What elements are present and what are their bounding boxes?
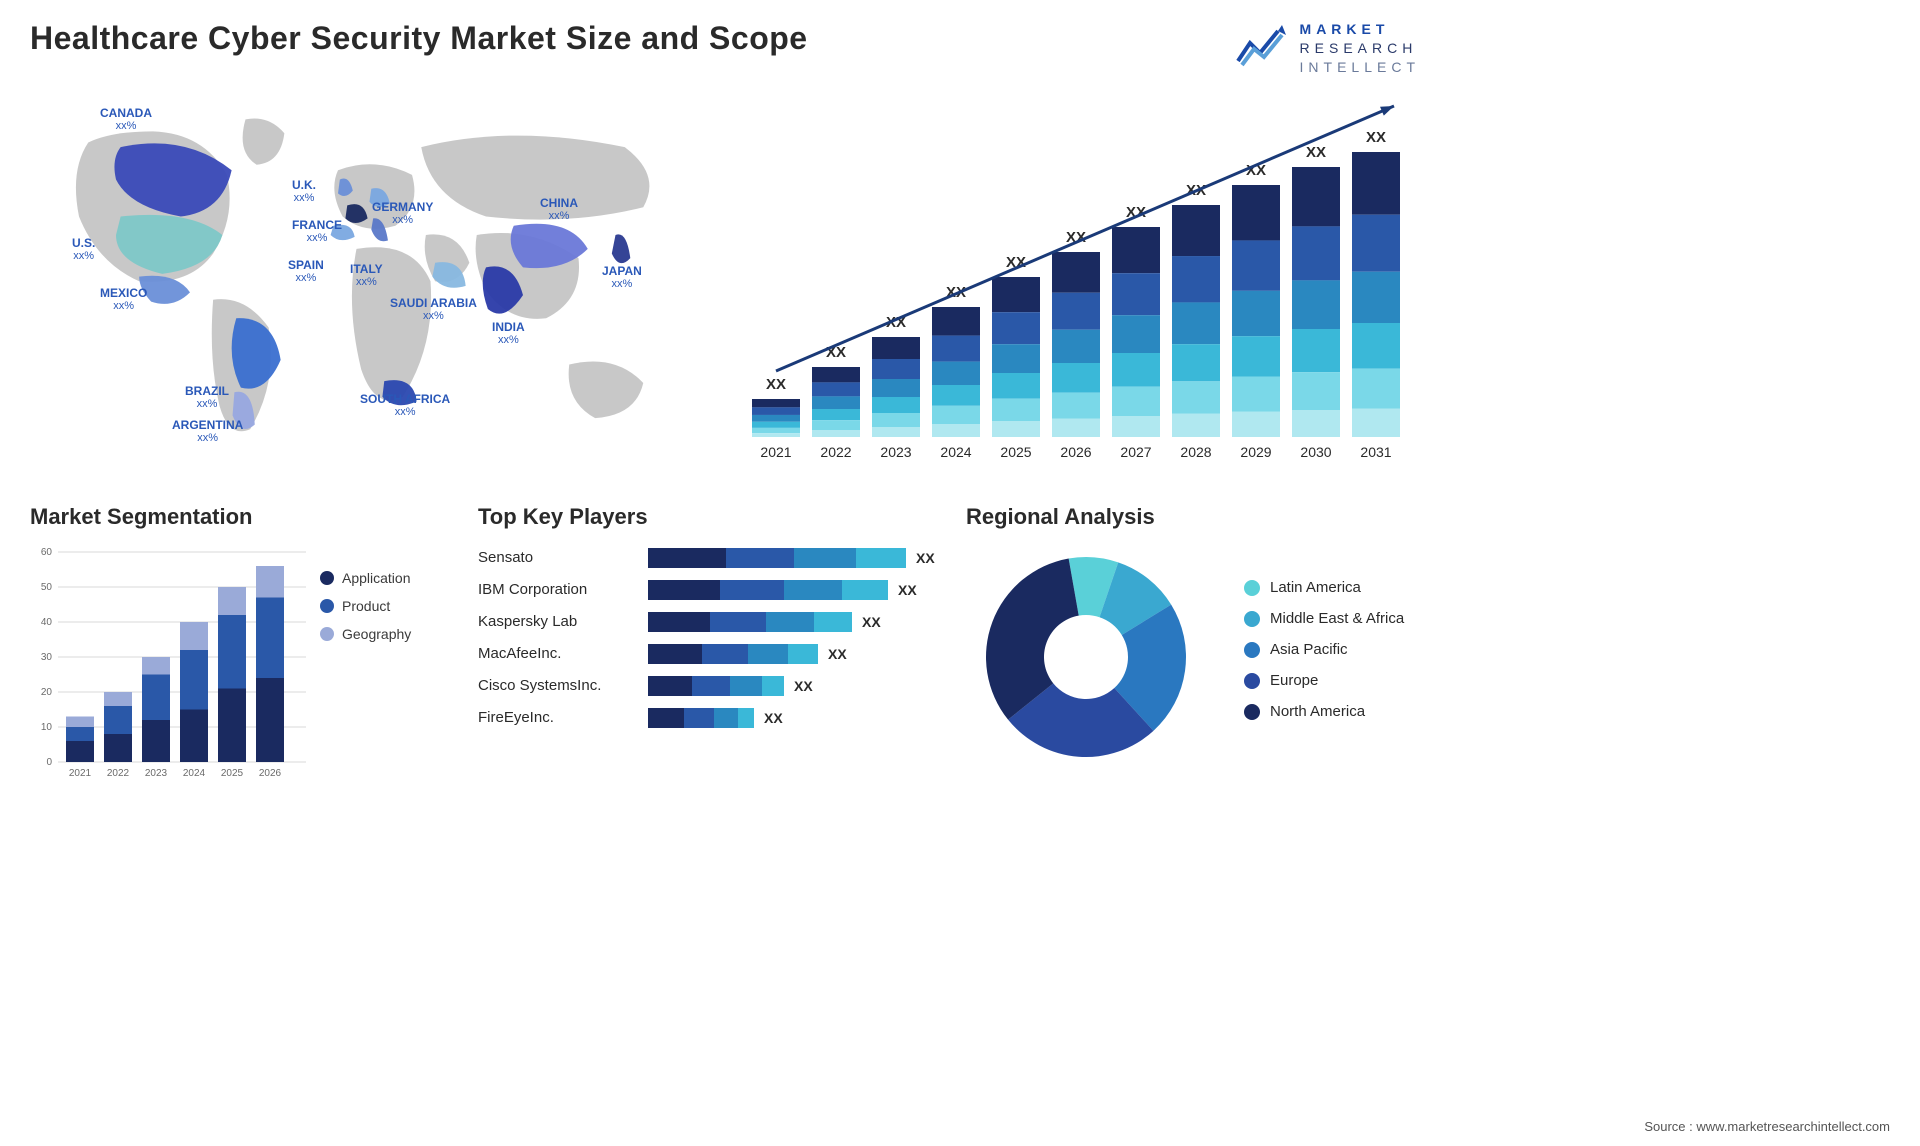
svg-text:60: 60 (41, 547, 53, 558)
svg-text:2024: 2024 (940, 444, 971, 460)
key-player-label: IBM Corporation (478, 574, 638, 606)
svg-text:XX: XX (766, 376, 786, 393)
key-player-bar-row: XX (648, 670, 938, 702)
map-country-label: CANADAxx% (100, 107, 152, 132)
svg-text:2028: 2028 (1180, 444, 1211, 460)
key-players-bars: XXXXXXXXXXXX (648, 542, 938, 734)
map-country-label: ARGENTINAxx% (172, 419, 243, 444)
svg-text:2026: 2026 (259, 768, 282, 779)
svg-text:10: 10 (41, 722, 53, 733)
regional-legend-item: Europe (1244, 672, 1404, 689)
segmentation-title: Market Segmentation (30, 504, 450, 530)
key-player-bar-row: XX (648, 606, 938, 638)
regional-legend-item: Latin America (1244, 579, 1404, 596)
svg-text:2027: 2027 (1120, 444, 1151, 460)
svg-text:XX: XX (1306, 144, 1326, 161)
map-country-label: ITALYxx% (350, 263, 383, 288)
regional-donut-chart (966, 542, 1226, 772)
svg-text:2025: 2025 (1000, 444, 1031, 460)
key-player-label: Sensato (478, 542, 638, 574)
svg-text:30: 30 (41, 652, 53, 663)
regional-legend-item: North America (1244, 703, 1404, 720)
map-country-label: GERMANYxx% (372, 201, 433, 226)
segmentation-panel: Market Segmentation 0 10 20 30 40 50 60 2021 202… (30, 504, 450, 787)
map-country-label: FRANCExx% (292, 219, 342, 244)
logo-mark-icon (1236, 25, 1292, 71)
map-country-label: BRAZILxx% (185, 385, 229, 410)
map-country-label: U.K.xx% (292, 179, 316, 204)
page-title: Healthcare Cyber Security Market Size an… (30, 20, 808, 57)
svg-text:2029: 2029 (1240, 444, 1271, 460)
map-country-label: MEXICOxx% (100, 287, 147, 312)
map-country-label: U.S.xx% (72, 237, 95, 262)
regional-panel: Regional Analysis Latin America Middle Ea… (966, 504, 1420, 787)
svg-text:40: 40 (41, 617, 53, 628)
top-section: CANADAxx% U.S.xx% MEXICOxx% BRAZILxx% ARGENT… (30, 87, 1420, 482)
svg-text:2031: 2031 (1360, 444, 1391, 460)
svg-text:0: 0 (46, 757, 52, 768)
svg-text:2022: 2022 (820, 444, 851, 460)
source-label: Source : www.marketresearchintellect.com (1644, 1119, 1890, 1134)
regional-legend: Latin America Middle East & Africa Asia Pa… (1244, 579, 1404, 734)
map-country-label: SAUDI ARABIAxx% (390, 297, 477, 322)
svg-text:XX: XX (1366, 129, 1386, 146)
segmentation-legend-item: Geography (320, 626, 450, 642)
key-player-bar-row: XX (648, 542, 938, 574)
key-player-label: FireEyeInc. (478, 702, 638, 734)
key-player-label: Kaspersky Lab (478, 606, 638, 638)
segmentation-legend-item: Application (320, 570, 450, 586)
svg-text:2021: 2021 (69, 768, 92, 779)
segmentation-legend: Application Product Geography (320, 542, 450, 654)
svg-text:2024: 2024 (183, 768, 206, 779)
segmentation-bar-chart: 0 10 20 30 40 50 60 2021 2022 2023 2024 2025 2026 (30, 542, 310, 782)
svg-text:2023: 2023 (145, 768, 168, 779)
logo-text: MARKET RESEARCH INTELLECT (1300, 20, 1420, 77)
key-players-panel: Top Key Players SensatoIBM CorporationKa… (478, 504, 938, 787)
svg-text:20: 20 (41, 687, 53, 698)
header-row: Healthcare Cyber Security Market Size an… (30, 20, 1420, 77)
svg-text:2026: 2026 (1060, 444, 1091, 460)
key-players-labels: SensatoIBM CorporationKaspersky LabMacAf… (478, 542, 638, 734)
regional-legend-item: Middle East & Africa (1244, 610, 1404, 627)
segmentation-legend-item: Product (320, 598, 450, 614)
svg-text:2021: 2021 (760, 444, 791, 460)
map-country-label: INDIAxx% (492, 321, 525, 346)
svg-text:2023: 2023 (880, 444, 911, 460)
svg-text:2022: 2022 (107, 768, 130, 779)
world-map-panel: CANADAxx% U.S.xx% MEXICOxx% BRAZILxx% ARGENT… (30, 87, 720, 482)
map-country-label: JAPANxx% (602, 265, 642, 290)
map-country-label: SOUTH AFRICAxx% (360, 393, 450, 418)
svg-text:2030: 2030 (1300, 444, 1331, 460)
key-player-label: Cisco SystemsInc. (478, 670, 638, 702)
regional-title: Regional Analysis (966, 504, 1420, 530)
key-player-bar-row: XX (648, 702, 938, 734)
key-players-title: Top Key Players (478, 504, 938, 530)
key-player-bar-row: XX (648, 638, 938, 670)
growth-bar-chart: XX2021XX2022XX2023XX2024XX2025XX2026XX20… (740, 87, 1420, 482)
map-country-label: SPAINxx% (288, 259, 324, 284)
brand-logo: MARKET RESEARCH INTELLECT (1236, 20, 1420, 77)
bottom-section: Market Segmentation 0 10 20 30 40 50 60 2021 202… (30, 504, 1420, 787)
growth-chart-panel: XX2021XX2022XX2023XX2024XX2025XX2026XX20… (740, 87, 1420, 482)
regional-legend-item: Asia Pacific (1244, 641, 1404, 658)
key-player-bar-row: XX (648, 574, 938, 606)
map-country-label: CHINAxx% (540, 197, 578, 222)
svg-text:50: 50 (41, 582, 53, 593)
key-player-label: MacAfeeInc. (478, 638, 638, 670)
svg-text:2025: 2025 (221, 768, 244, 779)
